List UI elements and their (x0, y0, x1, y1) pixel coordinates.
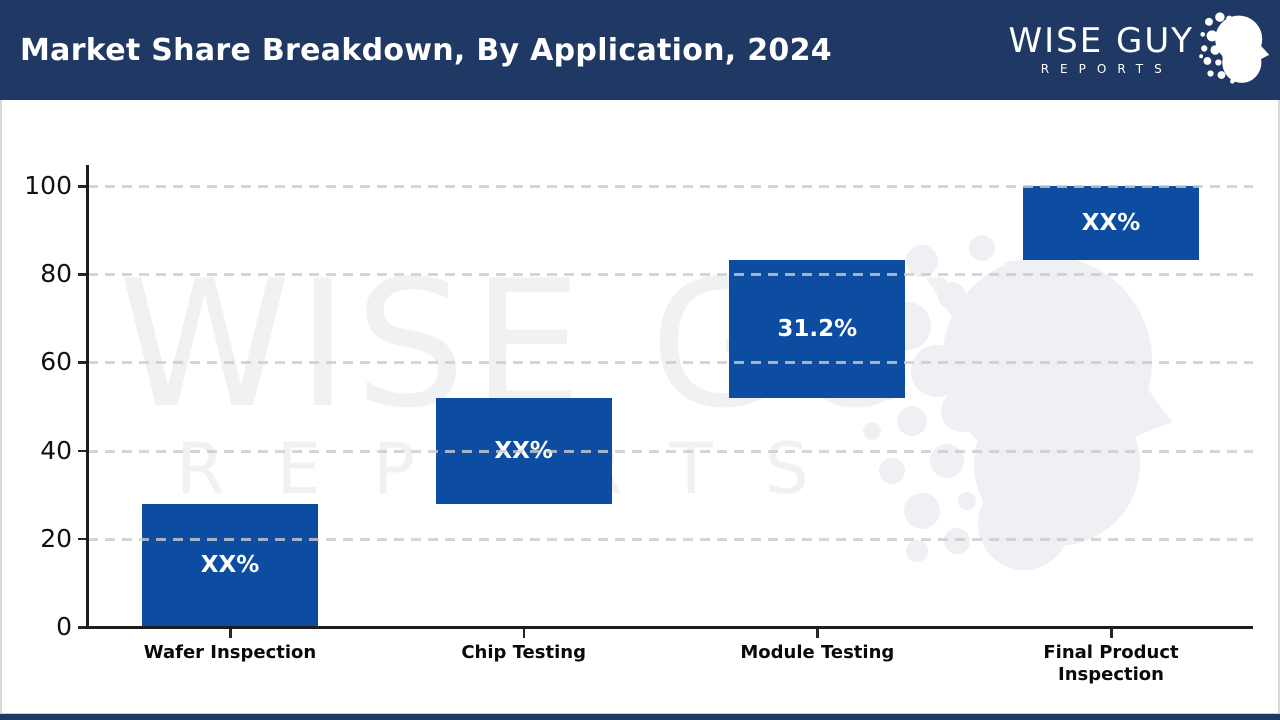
x-tick-mark (1110, 629, 1113, 638)
x-tick-mark (816, 629, 819, 638)
y-tick-label: 100 (24, 171, 72, 200)
gridline-60 (88, 361, 1253, 365)
y-tick-mark (78, 537, 88, 541)
y-tick-mark (78, 273, 88, 276)
bar-value-label: XX% (1081, 210, 1141, 237)
y-tick-label: 20 (40, 523, 72, 553)
chart-area: XX% Wafer Inspection XX% Chip Testing 31.2% M… (0, 100, 1280, 714)
wiseguy-logo: WISE GUY REPORTS (1008, 8, 1270, 92)
right-border (1278, 100, 1280, 714)
bar-segment-3: 31.2% (729, 260, 906, 398)
logo-wordmark: WISE GUY REPORTS (1008, 24, 1194, 76)
x-tick-mark (229, 629, 232, 638)
bar-segment-1: XX% (142, 503, 318, 627)
x-category-label: Module Testing (740, 642, 895, 663)
y-tick-label: 0 (56, 612, 72, 641)
bar-value-label: XX% (200, 552, 260, 579)
logo-wordmark-line1: WISE GUY (1008, 21, 1194, 61)
gridline-40 (88, 449, 1253, 453)
y-tick-label: 80 (40, 259, 72, 289)
y-tick-mark (78, 185, 88, 188)
page-title: Market Share Breakdown, By Application, … (20, 32, 832, 68)
y-tick-mark (78, 449, 88, 453)
y-tick-label: 60 (40, 347, 72, 377)
logo-face-icon (1199, 12, 1270, 84)
left-border (0, 100, 2, 714)
gridline-80 (88, 273, 1253, 277)
gridline-20 (88, 537, 1253, 541)
x-category-label: Final Product Inspection (1043, 642, 1179, 685)
y-tick-label: 40 (40, 435, 72, 465)
x-tick-mark (522, 629, 526, 638)
x-category-label: Wafer Inspection (143, 642, 317, 663)
footer-divider (0, 713, 1280, 714)
bar-value-label: 31.2% (777, 315, 858, 342)
logo-wordmark-line2: REPORTS (1040, 62, 1173, 76)
y-tick-mark (78, 626, 88, 629)
gridline-100 (88, 185, 1253, 188)
y-axis-line (86, 165, 89, 629)
bar-segment-4: XX% (1023, 186, 1199, 261)
x-axis-line (86, 626, 1253, 629)
x-category-label: Chip Testing (461, 642, 586, 663)
header-bar: Market Share Breakdown, By Application, … (0, 0, 1280, 100)
y-tick-mark (78, 361, 88, 364)
footer-bar (0, 714, 1280, 720)
